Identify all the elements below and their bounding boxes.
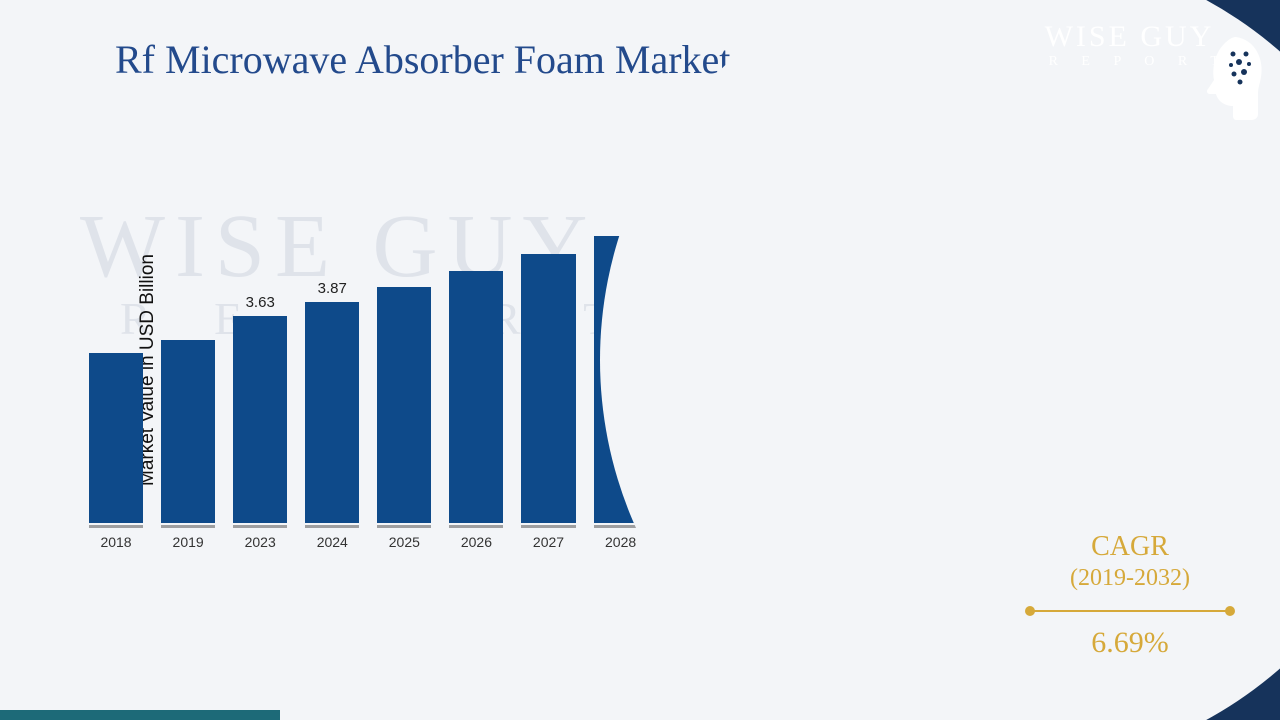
bar-baseline	[233, 525, 287, 528]
bar-category-label: 2025	[389, 534, 420, 550]
bar-slot: 2027	[521, 150, 575, 550]
bar-category-label: 2027	[533, 534, 564, 550]
bar	[449, 271, 503, 523]
bar	[89, 353, 143, 523]
bar-baseline	[449, 525, 503, 528]
bar-category-label: 2018	[100, 534, 131, 550]
bar-value-label: 3.63	[246, 294, 275, 312]
bar-slot: 3.63 2023	[233, 150, 287, 550]
bar-slot: 2026	[449, 150, 503, 550]
bar	[305, 302, 359, 523]
bar-slot: 3.87 2024	[305, 150, 359, 550]
footer-accent-bar	[0, 710, 280, 720]
bar-slot: 2019	[161, 150, 215, 550]
bar-category-label: 2028	[605, 534, 636, 550]
bar	[233, 316, 287, 523]
cagr-range: (2019-2032)	[1010, 565, 1250, 592]
bar-baseline	[89, 525, 143, 528]
cagr-label: CAGR	[1010, 531, 1250, 563]
bar-category-label: 2019	[173, 534, 204, 550]
bar-slot: 2025	[377, 150, 431, 550]
right-panel: WISE GUY R E P O R T S CAGR (2019-2032) …	[970, 0, 1280, 720]
bar	[521, 254, 575, 523]
cagr-value: 6.69%	[1010, 626, 1250, 660]
cagr-block: CAGR (2019-2032) 6.69%	[1010, 531, 1250, 660]
bar-baseline	[305, 525, 359, 528]
bar-baseline	[521, 525, 575, 528]
bar	[161, 340, 215, 523]
bar-value-label: 3.87	[318, 280, 347, 298]
chart-title: Rf Microwave Absorber Foam Market	[115, 36, 730, 83]
bar-baseline	[161, 525, 215, 528]
bar-slot: 2018	[89, 150, 143, 550]
bar-category-label: 2026	[461, 534, 492, 550]
bar	[377, 287, 431, 523]
bar-category-label: 2024	[317, 534, 348, 550]
bar-category-label: 2023	[245, 534, 276, 550]
bar-baseline	[377, 525, 431, 528]
head-icon	[1186, 32, 1266, 122]
cagr-divider	[1030, 610, 1230, 612]
brand-logo: WISE GUY R E P O R T S	[1045, 20, 1260, 70]
